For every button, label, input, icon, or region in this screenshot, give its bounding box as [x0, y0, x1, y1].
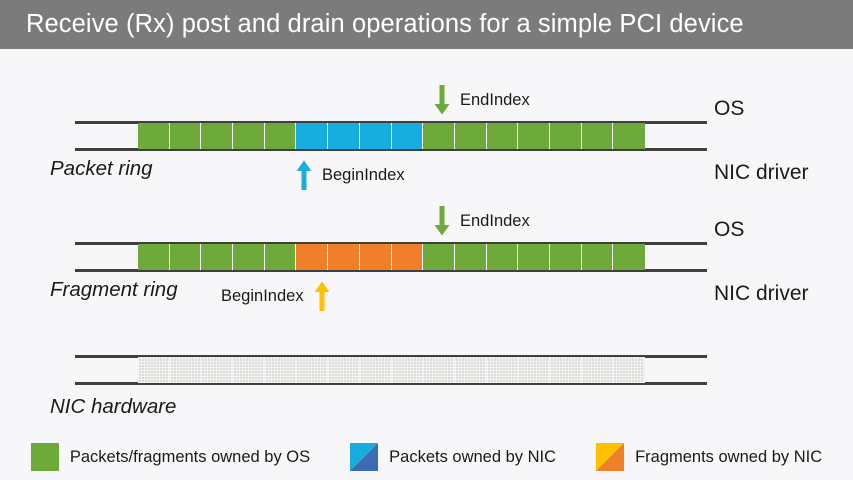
fragment-ring-row-label: Fragment ring: [50, 278, 178, 301]
legend-item-packets-owned-by-nic: Packets owned by NIC: [350, 443, 556, 471]
ring-cell: [359, 244, 392, 270]
ring-cell: [233, 244, 265, 270]
ring-cell: [296, 244, 329, 270]
fragment-ring-top-side-label: OS: [714, 218, 745, 241]
legend-item-owned-by-os: Packets/fragments owned by OS: [30, 443, 311, 471]
ring-cell: [328, 244, 360, 270]
ring-cell: [169, 357, 202, 383]
ring-cell: [264, 123, 297, 149]
ring-cell: [233, 357, 265, 383]
packet-ring-end-index-marker: EndIndex: [434, 85, 530, 115]
packet-ring-top-rule: [75, 121, 707, 124]
legend-item-fragments-owned-by-nic: Fragments owned by NIC: [596, 443, 822, 471]
up-arrow-blue-icon: [296, 160, 312, 190]
ring-cell: [613, 123, 645, 149]
slide-canvas: EndIndex BeginIndex Packet ring OS NIC d…: [0, 49, 853, 480]
nic-hardware-top-rule: [75, 355, 707, 358]
ring-cell: [359, 357, 392, 383]
ring-cell: [169, 123, 202, 149]
ring-cell: [423, 244, 455, 270]
ring-cell: [169, 244, 202, 270]
split-orange-swatch-icon: [596, 443, 625, 471]
ring-cell: [138, 357, 170, 383]
ring-cell: [296, 123, 329, 149]
packet-ring-top-side-label: OS: [714, 97, 745, 120]
fragment-ring-begin-index-marker: BeginIndex: [221, 281, 330, 311]
ring-cell: [296, 357, 329, 383]
ring-cell: [391, 123, 424, 149]
fragment-ring-top-rule: [75, 242, 707, 245]
down-arrow-green-icon: [434, 206, 450, 236]
ring-cell: [138, 244, 170, 270]
fragment-ring-end-index-label: EndIndex: [460, 211, 530, 230]
down-arrow-green-icon: [434, 85, 450, 115]
legend: Packets/fragments owned by OS Packets ow…: [0, 434, 853, 480]
packet-ring-end-index-label: EndIndex: [460, 90, 530, 109]
ring-cell: [264, 244, 297, 270]
ring-cell: [391, 244, 424, 270]
up-arrow-yellow-icon: [314, 281, 330, 311]
fragment-ring-bottom-rule: [75, 269, 707, 272]
ring-cell: [454, 123, 487, 149]
ring-cell: [138, 123, 170, 149]
ring-cell: [549, 123, 582, 149]
nic-hardware-row-label: NIC hardware: [50, 395, 177, 418]
ring-cell: [581, 244, 614, 270]
solid-green-swatch-icon: [30, 443, 59, 471]
ring-cell: [518, 123, 550, 149]
fragment-ring-end-index-marker: EndIndex: [434, 206, 530, 236]
ring-cell: [486, 357, 519, 383]
ring-cell: [328, 123, 360, 149]
ring-cell: [581, 357, 614, 383]
ring-cell: [423, 357, 455, 383]
ring-cell: [486, 244, 519, 270]
ring-cell: [201, 244, 234, 270]
legend-label: Packets/fragments owned by OS: [69, 447, 311, 466]
legend-label: Packets owned by NIC: [389, 447, 557, 466]
slide-title-bar: Receive (Rx) post and drain operations f…: [0, 0, 853, 49]
ring-cell: [486, 123, 519, 149]
ring-cell: [454, 244, 487, 270]
ring-cell: [328, 357, 360, 383]
ring-cell: [423, 123, 455, 149]
ring-cell: [581, 123, 614, 149]
ring-cell: [613, 357, 645, 383]
ring-cell: [518, 244, 550, 270]
ring-cell: [391, 357, 424, 383]
ring-cell: [201, 357, 234, 383]
ring-cell: [549, 357, 582, 383]
packet-ring-cells: [138, 123, 645, 149]
ring-cell: [613, 244, 645, 270]
ring-cell: [233, 123, 265, 149]
ring-cell: [549, 244, 582, 270]
fragment-ring-cells: [138, 244, 645, 270]
page-title: Receive (Rx) post and drain operations f…: [26, 10, 744, 38]
ring-cell: [359, 123, 392, 149]
fragment-ring-bottom-side-label: NIC driver: [714, 282, 809, 305]
ring-cell: [264, 357, 297, 383]
packet-ring-row-label: Packet ring: [50, 157, 153, 180]
ring-cell: [518, 357, 550, 383]
nic-hardware-ring-cells: [138, 357, 645, 383]
split-blue-swatch-icon: [350, 443, 379, 471]
ring-cell: [454, 357, 487, 383]
fragment-ring-begin-index-label: BeginIndex: [221, 286, 304, 305]
packet-ring-bottom-rule: [75, 148, 707, 151]
packet-ring-begin-index-marker: BeginIndex: [296, 160, 405, 190]
nic-hardware-bottom-rule: [75, 382, 707, 385]
packet-ring-bottom-side-label: NIC driver: [714, 161, 809, 184]
legend-label: Fragments owned by NIC: [635, 447, 823, 466]
packet-ring-begin-index-label: BeginIndex: [322, 165, 405, 184]
ring-cell: [201, 123, 234, 149]
